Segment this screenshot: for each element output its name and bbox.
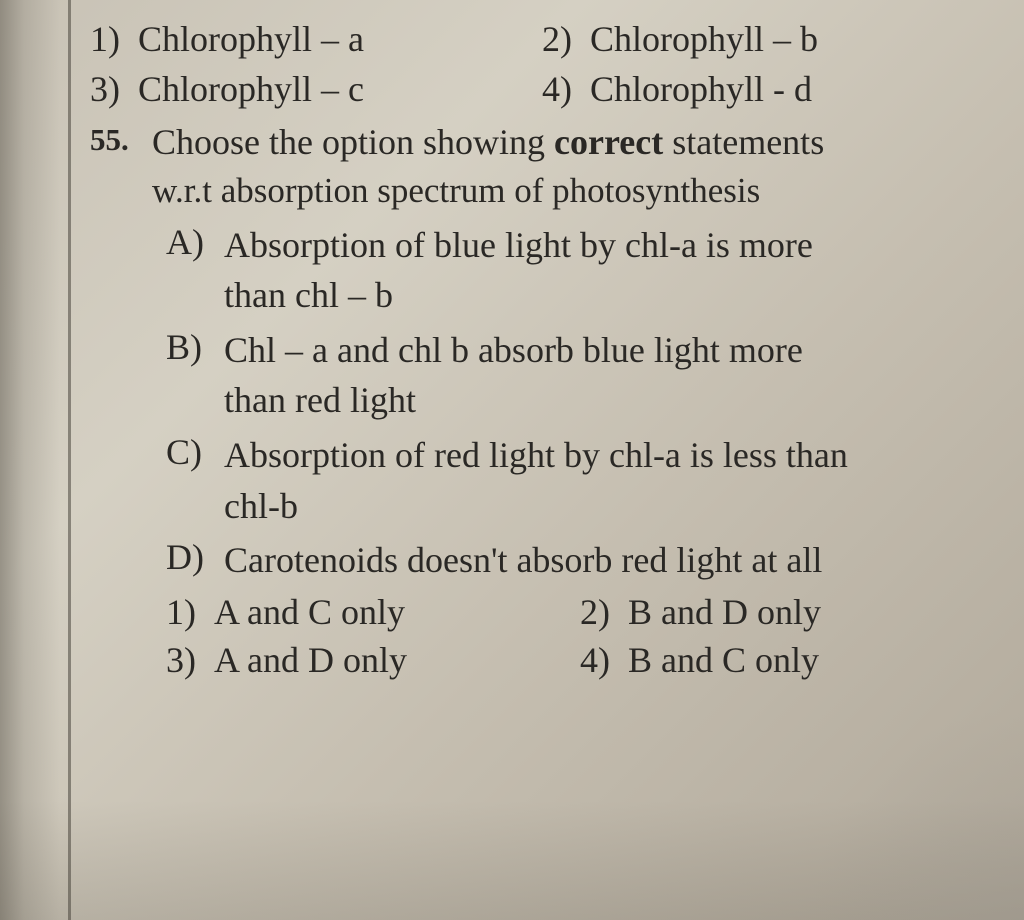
answer-num: 3)	[166, 639, 214, 681]
statement-text: Carotenoids doesn't absorb red light at …	[224, 536, 822, 585]
answer-num: 1)	[166, 591, 214, 633]
option-2: 2) Chlorophyll – b	[542, 18, 994, 60]
answer-text: B and D only	[628, 591, 821, 633]
option-num: 1)	[90, 18, 138, 60]
statement-letter: D)	[166, 536, 224, 585]
answer-text: A and D only	[214, 639, 407, 681]
statement-letter: B)	[166, 326, 224, 425]
option-text: Chlorophyll - d	[590, 68, 812, 110]
statement-line1: Absorption of red light by chl-a is less…	[224, 435, 848, 475]
statement-letter: A)	[166, 221, 224, 320]
answer-row-1: 1) A and C only 2) B and D only	[90, 591, 994, 633]
statement-line1: Absorption of blue light by chl-a is mor…	[224, 225, 813, 265]
option-text: Chlorophyll – b	[590, 18, 818, 60]
option-3: 3) Chlorophyll – c	[90, 68, 542, 110]
question-bold-word: correct	[554, 122, 663, 162]
option-1: 1) Chlorophyll – a	[90, 18, 542, 60]
option-text: Chlorophyll – c	[138, 68, 364, 110]
question-55: 55. Choose the option showing correct st…	[90, 118, 994, 681]
top-option-row-2: 3) Chlorophyll – c 4) Chlorophyll - d	[90, 68, 994, 110]
page-shadow	[0, 0, 60, 920]
option-num: 4)	[542, 68, 590, 110]
question-text-part-a: Choose the option showing	[152, 122, 554, 162]
answer-4: 4) B and C only	[580, 639, 994, 681]
answer-num: 2)	[580, 591, 628, 633]
statement-line2: than chl – b	[224, 271, 813, 320]
statement-letter: C)	[166, 431, 224, 530]
option-num: 3)	[90, 68, 138, 110]
top-option-row-1: 1) Chlorophyll – a 2) Chlorophyll – b	[90, 18, 994, 60]
statement-d: D) Carotenoids doesn't absorb red light …	[90, 536, 994, 585]
glare-overlay	[774, 670, 1024, 920]
answer-3: 3) A and D only	[166, 639, 580, 681]
statement-b: B) Chl – a and chl b absorb blue light m…	[90, 326, 994, 425]
statement-line2: than red light	[224, 376, 803, 425]
question-number: 55.	[90, 118, 152, 167]
answer-text: B and C only	[628, 639, 819, 681]
question-text-part-b: statements	[663, 122, 824, 162]
option-text: Chlorophyll – a	[138, 18, 364, 60]
statement-line1: Carotenoids doesn't absorb red light at …	[224, 540, 822, 580]
question-header: 55. Choose the option showing correct st…	[90, 118, 994, 167]
statement-a: A) Absorption of blue light by chl-a is …	[90, 221, 994, 320]
question-text-line1: Choose the option showing correct statem…	[152, 118, 824, 167]
statement-line1: Chl – a and chl b absorb blue light more	[224, 330, 803, 370]
answer-num: 4)	[580, 639, 628, 681]
statement-c: C) Absorption of red light by chl-a is l…	[90, 431, 994, 530]
statement-line2: chl-b	[224, 482, 848, 531]
answer-row-2: 3) A and D only 4) B and C only	[90, 639, 994, 681]
statement-text: Absorption of red light by chl-a is less…	[224, 431, 848, 530]
margin-line	[68, 0, 71, 920]
answer-1: 1) A and C only	[166, 591, 580, 633]
answer-2: 2) B and D only	[580, 591, 994, 633]
answer-text: A and C only	[214, 591, 405, 633]
page-content: 1) Chlorophyll – a 2) Chlorophyll – b 3)…	[90, 0, 994, 687]
option-num: 2)	[542, 18, 590, 60]
statement-text: Absorption of blue light by chl-a is mor…	[224, 221, 813, 320]
option-4: 4) Chlorophyll - d	[542, 68, 994, 110]
statement-text: Chl – a and chl b absorb blue light more…	[224, 326, 803, 425]
question-text-line2: w.r.t absorption spectrum of photosynthe…	[90, 171, 994, 211]
